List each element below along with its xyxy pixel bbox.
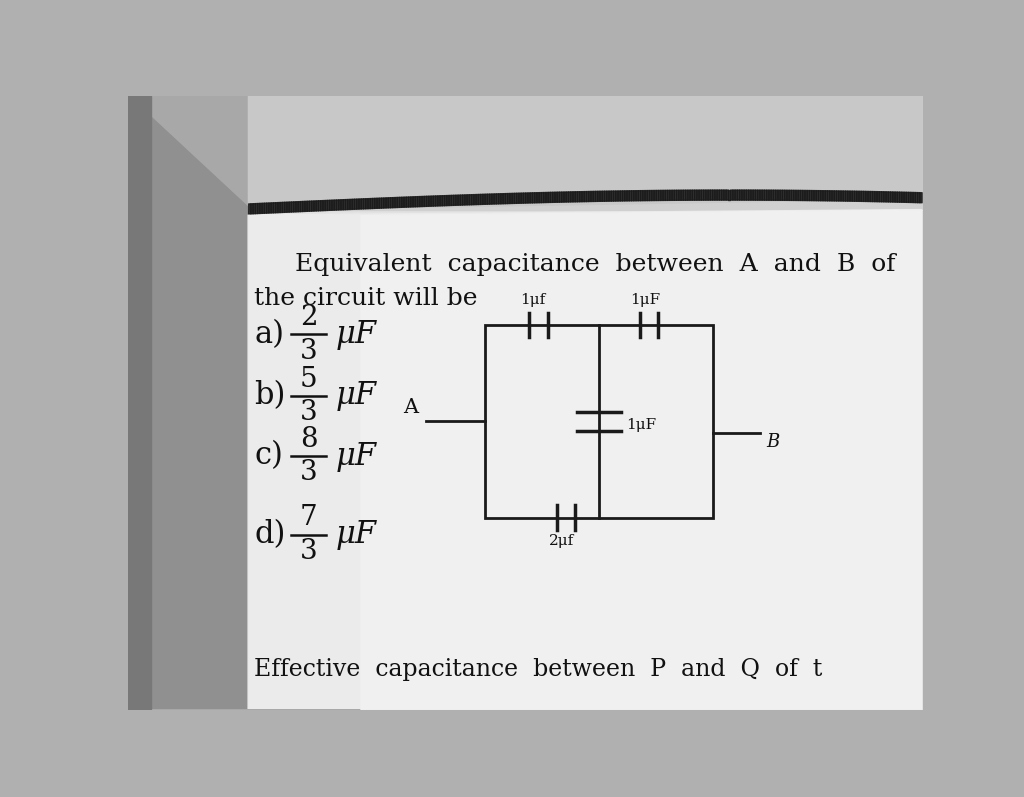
Bar xyxy=(484,325,713,517)
Text: 5: 5 xyxy=(300,366,317,392)
Text: 1μF: 1μF xyxy=(630,292,660,307)
Text: 2μf: 2μf xyxy=(549,533,574,548)
Text: 2: 2 xyxy=(300,304,317,331)
Polygon shape xyxy=(128,96,248,709)
Text: 3: 3 xyxy=(300,538,317,565)
Text: c): c) xyxy=(254,441,284,472)
Polygon shape xyxy=(248,210,922,709)
Text: 8: 8 xyxy=(300,426,317,453)
Text: Effective  capacitance  between  P  and  Q  of  t: Effective capacitance between P and Q of… xyxy=(254,658,822,681)
Text: μF: μF xyxy=(336,380,377,411)
Text: 3: 3 xyxy=(300,338,317,365)
Text: μF: μF xyxy=(336,441,377,472)
Text: A: A xyxy=(403,398,419,417)
Text: 1μF: 1μF xyxy=(626,418,656,432)
Text: the circuit will be: the circuit will be xyxy=(254,287,478,309)
Text: a): a) xyxy=(254,319,285,350)
Text: μF: μF xyxy=(336,319,377,350)
Text: 3: 3 xyxy=(300,459,317,486)
Text: 3: 3 xyxy=(300,399,317,426)
Text: 1μf: 1μf xyxy=(520,292,545,307)
Polygon shape xyxy=(248,207,922,709)
Text: d): d) xyxy=(254,519,286,550)
Text: μF: μF xyxy=(336,519,377,550)
Text: b): b) xyxy=(254,380,286,411)
Text: B: B xyxy=(766,433,779,451)
Text: Equivalent  capacitance  between  A  and  B  of: Equivalent capacitance between A and B o… xyxy=(295,253,895,277)
Text: 7: 7 xyxy=(300,504,317,531)
